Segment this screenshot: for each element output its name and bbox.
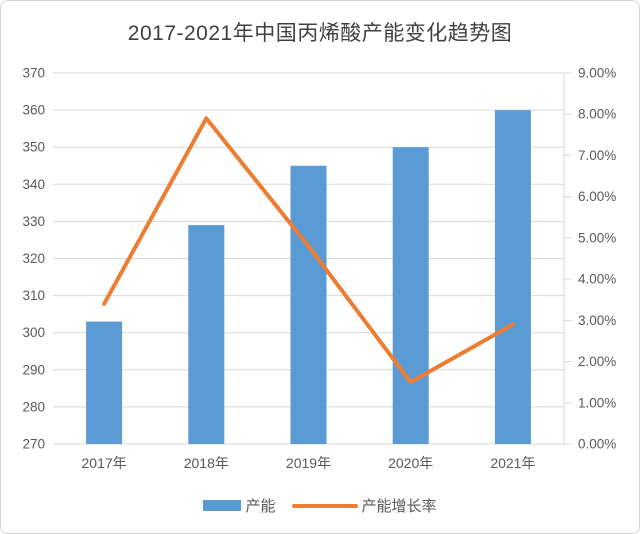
right-axis-tick-label: 6.00% xyxy=(578,189,616,204)
right-axis-tick-label: 3.00% xyxy=(578,313,616,328)
chart-legend: 产能 产能增长率 xyxy=(1,495,639,516)
legend-item-capacity: 产能 xyxy=(203,495,276,516)
right-axis-tick-label: 2.00% xyxy=(578,354,616,369)
capacity-bar xyxy=(494,110,531,444)
right-axis-tick-label: 9.00% xyxy=(578,66,616,81)
x-axis-label: 2018年 xyxy=(184,455,229,471)
x-axis-label: 2020年 xyxy=(388,455,433,471)
x-axis-label: 2017年 xyxy=(82,455,127,471)
left-axis-tick-label: 340 xyxy=(22,177,45,192)
left-axis-tick-label: 290 xyxy=(22,362,45,377)
left-axis-tick-label: 360 xyxy=(22,103,45,118)
right-axis-tick-label: 5.00% xyxy=(578,230,616,245)
left-axis-tick-label: 270 xyxy=(22,437,45,452)
legend-label-capacity: 产能 xyxy=(245,498,276,515)
growth-rate-line xyxy=(102,116,515,385)
x-axis-label: 2021年 xyxy=(490,455,535,471)
capacity-bar xyxy=(86,321,123,444)
capacity-bar xyxy=(290,165,327,444)
right-axis-tick-label: 8.00% xyxy=(578,107,616,122)
left-axis-tick-label: 280 xyxy=(22,399,45,414)
chart-title: 2017-2021年中国丙烯酸产能变化趋势图 xyxy=(127,22,513,45)
left-axis-tick-label: 310 xyxy=(22,288,45,303)
x-axis-label: 2019年 xyxy=(286,455,331,471)
right-axis-tick-label: 1.00% xyxy=(578,395,616,410)
right-axis-tick-label: 4.00% xyxy=(578,272,616,287)
left-axis-tick-label: 350 xyxy=(22,140,45,155)
left-axis-tick-label: 320 xyxy=(22,251,45,266)
capacity-bar-swatch-icon xyxy=(203,500,242,511)
right-axis-tick-label: 0.00% xyxy=(578,437,616,452)
trend-chart: 270 280 290 300 310 320 330 340 350 360 370 0.00% 1.… xyxy=(22,66,616,472)
right-axis-tick-label: 7.00% xyxy=(578,148,616,163)
legend-label-growth-rate: 产能增长率 xyxy=(361,498,437,515)
left-axis-tick-label: 330 xyxy=(22,214,45,229)
capacity-bar xyxy=(188,225,225,444)
left-axis-tick-label: 370 xyxy=(22,66,45,81)
legend-item-growth-rate: 产能增长率 xyxy=(291,495,437,516)
capacity-bar xyxy=(392,147,429,444)
left-axis-tick-label: 300 xyxy=(22,325,45,340)
growth-rate-line-swatch-icon xyxy=(291,503,358,508)
